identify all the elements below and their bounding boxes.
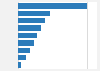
Bar [18, 25, 41, 31]
Bar [18, 11, 50, 16]
Bar [18, 3, 87, 9]
Bar [18, 62, 21, 68]
Bar [18, 55, 26, 60]
Bar [18, 33, 37, 38]
Bar [18, 40, 34, 46]
Bar [18, 18, 46, 23]
Bar [18, 48, 30, 53]
